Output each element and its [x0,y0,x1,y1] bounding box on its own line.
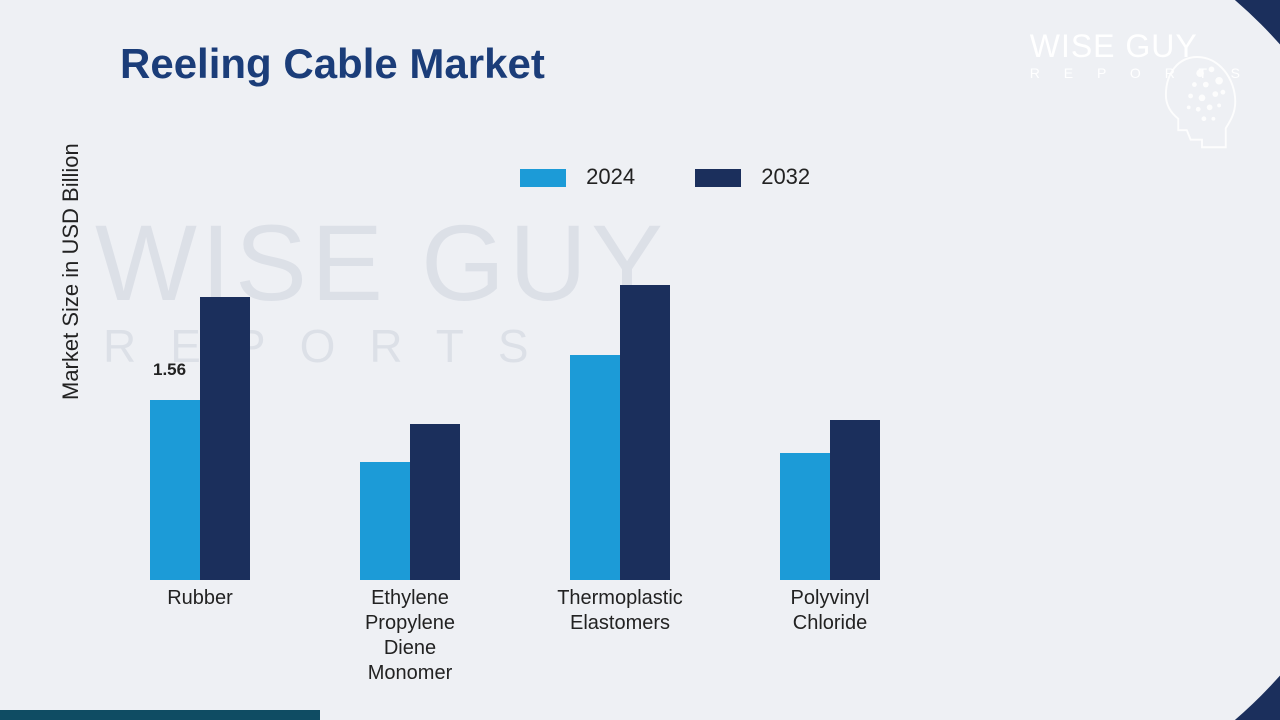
bar-2032 [410,424,460,580]
legend-label-2032: 2032 [761,164,810,189]
bar-2024 [780,453,830,580]
legend: 2024 2032 [520,164,810,190]
brain-head-icon [1145,52,1240,157]
legend-swatch-2032 [695,169,741,187]
bar-2032 [200,297,250,580]
y-axis-title: Market Size in USD Billion [58,143,84,400]
x-axis-label: ThermoplasticElastomers [530,586,710,636]
legend-item-2024: 2024 [520,164,635,190]
bar-2024 [360,462,410,580]
bar-2024 [150,400,200,580]
bar-2024 [570,355,620,580]
bar-2032 [620,285,670,580]
x-axis-label: EthylenePropyleneDieneMonomer [320,586,500,686]
legend-swatch-2024 [520,169,566,187]
chart-title: Reeling Cable Market [120,40,545,88]
plot: 1.56 [110,210,920,580]
x-axis-label: Rubber [110,586,290,611]
page-root: WISE GUY REPORTS WISE GUY R E P O R T S … [0,0,1280,720]
bottom-accent-bar [0,710,320,720]
x-axis-label: PolyvinylChloride [740,586,920,636]
legend-label-2024: 2024 [586,164,635,189]
brand-logo: WISE GUY R E P O R T S [1030,30,1250,80]
chart-plot-area: 1.56 [110,210,920,580]
legend-item-2032: 2032 [695,164,810,190]
bar-2032 [830,420,880,580]
bar-value-label: 1.56 [153,360,186,380]
